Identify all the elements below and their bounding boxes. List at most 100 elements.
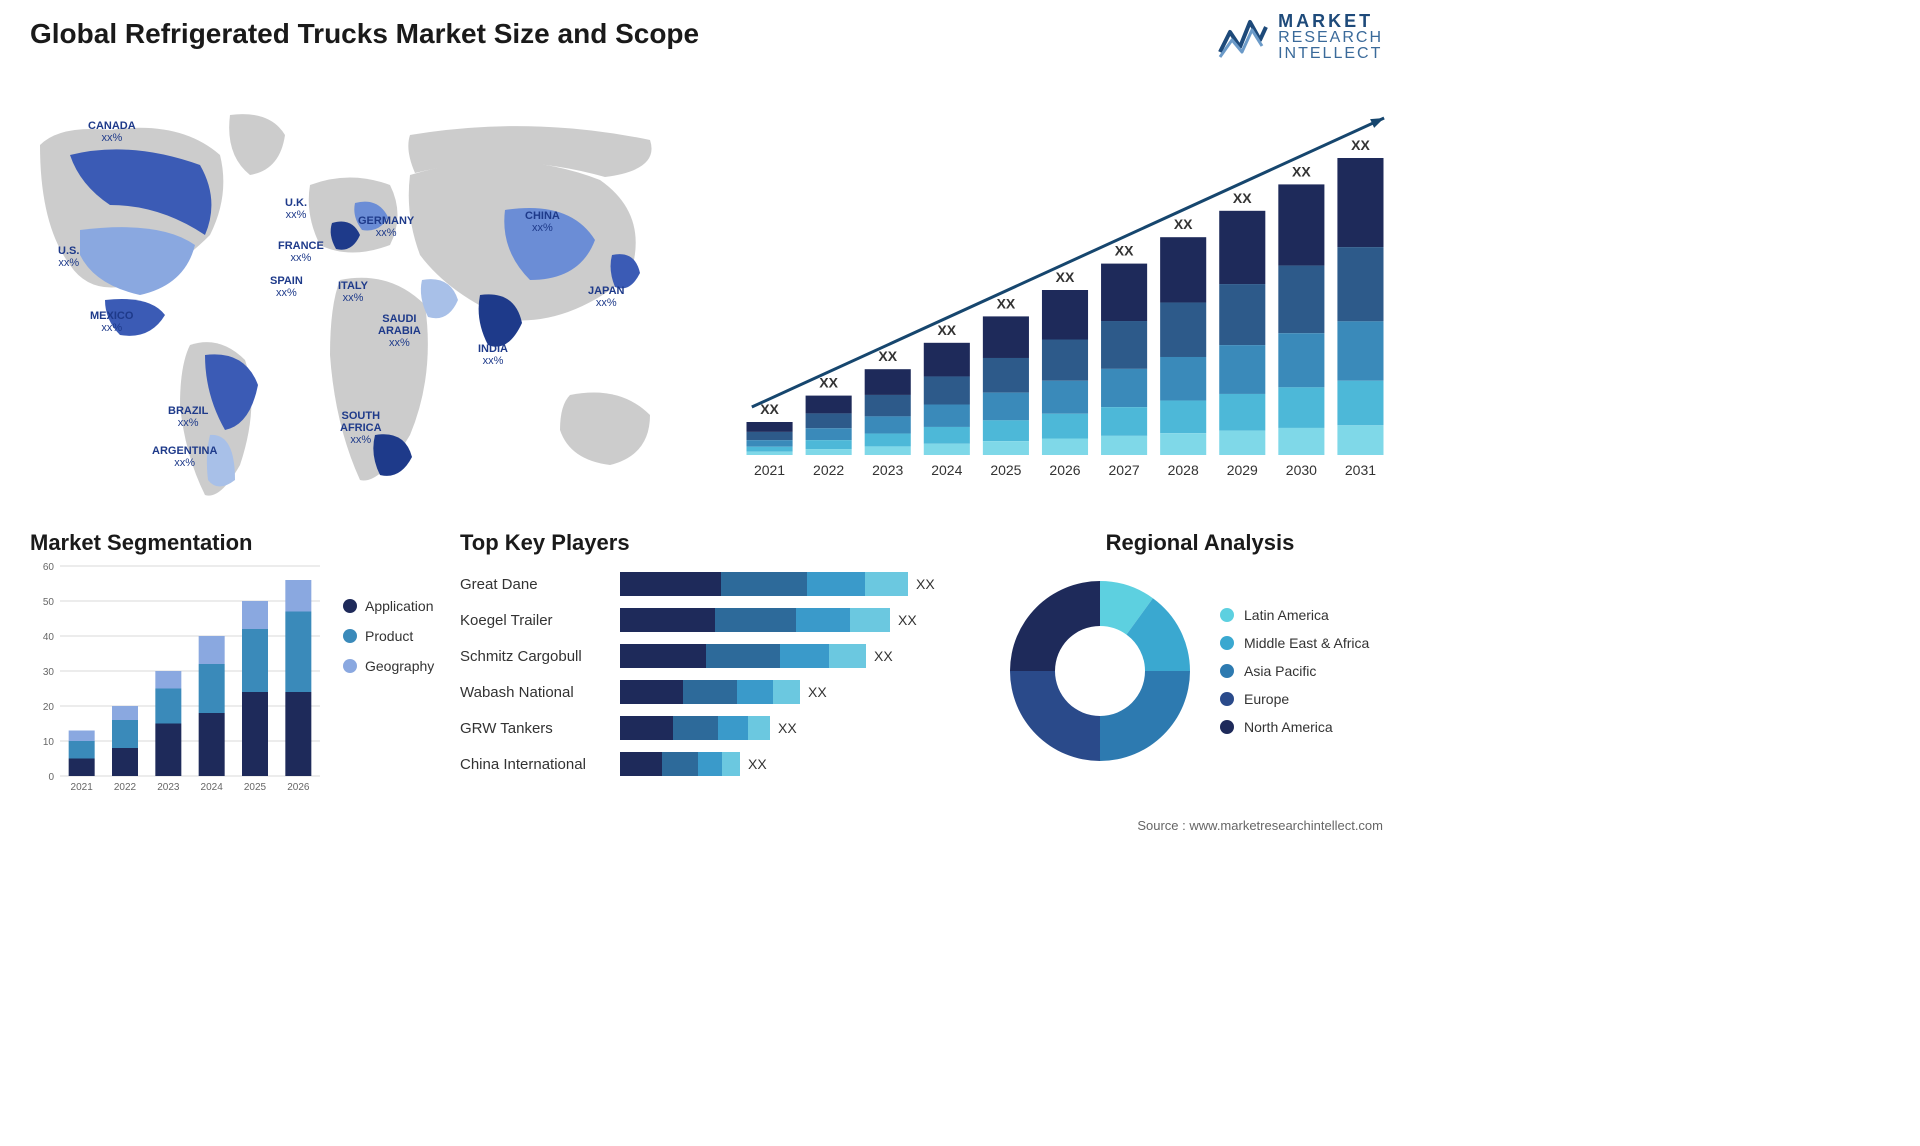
map-country-label: ARGENTINAxx% (152, 445, 217, 469)
map-country-label: ITALYxx% (338, 280, 368, 304)
regional-legend: Latin America Middle East & Africa Asia Pa… (1220, 607, 1369, 735)
source-attribution: Source : www.marketresearchintellect.com (1137, 818, 1383, 833)
legend-dot (1220, 636, 1234, 650)
player-name: Koegel Trailer (460, 612, 620, 629)
regional-heading: Regional Analysis (1000, 530, 1400, 556)
player-value: XX (808, 684, 827, 700)
svg-text:2021: 2021 (71, 782, 94, 793)
svg-text:Geography: Geography (365, 658, 434, 674)
svg-text:Application: Application (365, 598, 434, 614)
svg-text:XX: XX (1351, 137, 1370, 153)
map-country-label: SAUDIARABIAxx% (378, 313, 421, 349)
svg-text:XX: XX (819, 375, 838, 391)
player-name: China International (460, 756, 620, 773)
segmentation-chart: 0 10 20 30 40 50 60 2021 2022 2023 2024 2025 2026 App… (30, 556, 450, 796)
players-heading: Top Key Players (460, 530, 990, 556)
svg-text:30: 30 (43, 667, 55, 678)
legend-item: Middle East & Africa (1220, 635, 1369, 651)
svg-text:Product: Product (365, 628, 413, 644)
segmentation-section: Market Segmentation 0 10 20 30 40 50 60 2021 202… (30, 530, 450, 810)
map-country-label: BRAZILxx% (168, 405, 208, 429)
logo-line1: MARKET (1278, 12, 1383, 30)
map-country-label: U.K.xx% (285, 197, 307, 221)
regional-donut-chart (1000, 571, 1200, 771)
player-bar (620, 644, 866, 668)
logo-icon (1218, 12, 1268, 62)
svg-text:40: 40 (43, 632, 55, 643)
player-bar (620, 572, 908, 596)
segmentation-heading: Market Segmentation (30, 530, 450, 556)
player-row: Koegel Trailer XX (460, 604, 990, 636)
svg-text:2026: 2026 (287, 782, 310, 793)
svg-text:10: 10 (43, 737, 55, 748)
map-country-label: FRANCExx% (278, 240, 324, 264)
legend-item: Latin America (1220, 607, 1369, 623)
legend-dot (1220, 720, 1234, 734)
legend-item: North America (1220, 719, 1369, 735)
map-country-label: JAPANxx% (588, 285, 624, 309)
world-map-region: CANADAxx% U.S.xx% MEXICOxx% BRAZILxx% ARGENT… (10, 85, 700, 505)
legend-dot (1220, 692, 1234, 706)
svg-text:2022: 2022 (114, 782, 137, 793)
player-row: Schmitz Cargobull XX (460, 640, 990, 672)
legend-label: Asia Pacific (1244, 663, 1316, 679)
svg-text:XX: XX (1233, 190, 1252, 206)
regional-section: Regional Analysis Latin America Middle Ea… (1000, 530, 1400, 810)
map-country-label: U.S.xx% (58, 245, 79, 269)
map-country-label: GERMANYxx% (358, 215, 414, 239)
logo-line3: INTELLECT (1278, 46, 1383, 62)
players-list: Great DaneXXKoegel TrailerXXSchmitz Carg… (460, 568, 990, 780)
player-bar (620, 716, 770, 740)
player-value: XX (898, 612, 917, 628)
svg-text:2024: 2024 (201, 782, 224, 793)
map-country-label: SOUTHAFRICAxx% (340, 410, 382, 446)
svg-text:2026: 2026 (1049, 462, 1080, 478)
player-row: Wabash National XX (460, 676, 990, 708)
player-bar (620, 752, 740, 776)
svg-text:2024: 2024 (931, 462, 962, 478)
legend-item: Asia Pacific (1220, 663, 1369, 679)
map-country-label: SPAINxx% (270, 275, 303, 299)
player-name: GRW Tankers (460, 720, 620, 737)
legend-item: Europe (1220, 691, 1369, 707)
svg-text:XX: XX (997, 295, 1016, 311)
svg-text:2030: 2030 (1286, 462, 1317, 478)
player-bar (620, 680, 800, 704)
svg-text:2023: 2023 (157, 782, 180, 793)
legend-dot (1220, 664, 1234, 678)
svg-text:0: 0 (48, 772, 54, 783)
page-title: Global Refrigerated Trucks Market Size a… (30, 18, 699, 50)
legend-label: Latin America (1244, 607, 1329, 623)
map-country-label: MEXICOxx% (90, 310, 133, 334)
main-chart-svg: XX 2021 XX 2022 XX 2023 XX 2024 XX 2025 XX 2026 XX 20… (740, 95, 1390, 495)
player-name: Wabash National (460, 684, 620, 701)
svg-text:XX: XX (1174, 216, 1193, 232)
map-country-label: CANADAxx% (88, 120, 136, 144)
svg-text:2023: 2023 (872, 462, 903, 478)
player-row: Great DaneXX (460, 568, 990, 600)
map-country-label: INDIAxx% (478, 343, 508, 367)
svg-text:2027: 2027 (1109, 462, 1140, 478)
svg-text:XX: XX (937, 322, 956, 338)
svg-text:20: 20 (43, 702, 55, 713)
player-name: Schmitz Cargobull (460, 648, 620, 665)
legend-label: Middle East & Africa (1244, 635, 1369, 651)
legend-label: Europe (1244, 691, 1289, 707)
svg-text:50: 50 (43, 597, 55, 608)
svg-text:2025: 2025 (244, 782, 267, 793)
player-value: XX (778, 720, 797, 736)
brand-logo: MARKET RESEARCH INTELLECT (1218, 12, 1383, 62)
player-value: XX (874, 648, 893, 664)
player-row: GRW Tankers XX (460, 712, 990, 744)
svg-text:2029: 2029 (1227, 462, 1258, 478)
legend-label: North America (1244, 719, 1333, 735)
svg-text:2031: 2031 (1345, 462, 1376, 478)
market-size-chart: XX 2021 XX 2022 XX 2023 XX 2024 XX 2025 XX 2026 XX 20… (740, 95, 1390, 495)
svg-text:2022: 2022 (813, 462, 844, 478)
svg-text:XX: XX (1056, 269, 1075, 285)
players-section: Top Key Players Great DaneXX Koegel Trail… (460, 530, 990, 810)
svg-text:2021: 2021 (754, 462, 785, 478)
svg-text:60: 60 (43, 562, 55, 573)
player-bar (620, 608, 890, 632)
svg-text:2025: 2025 (990, 462, 1021, 478)
